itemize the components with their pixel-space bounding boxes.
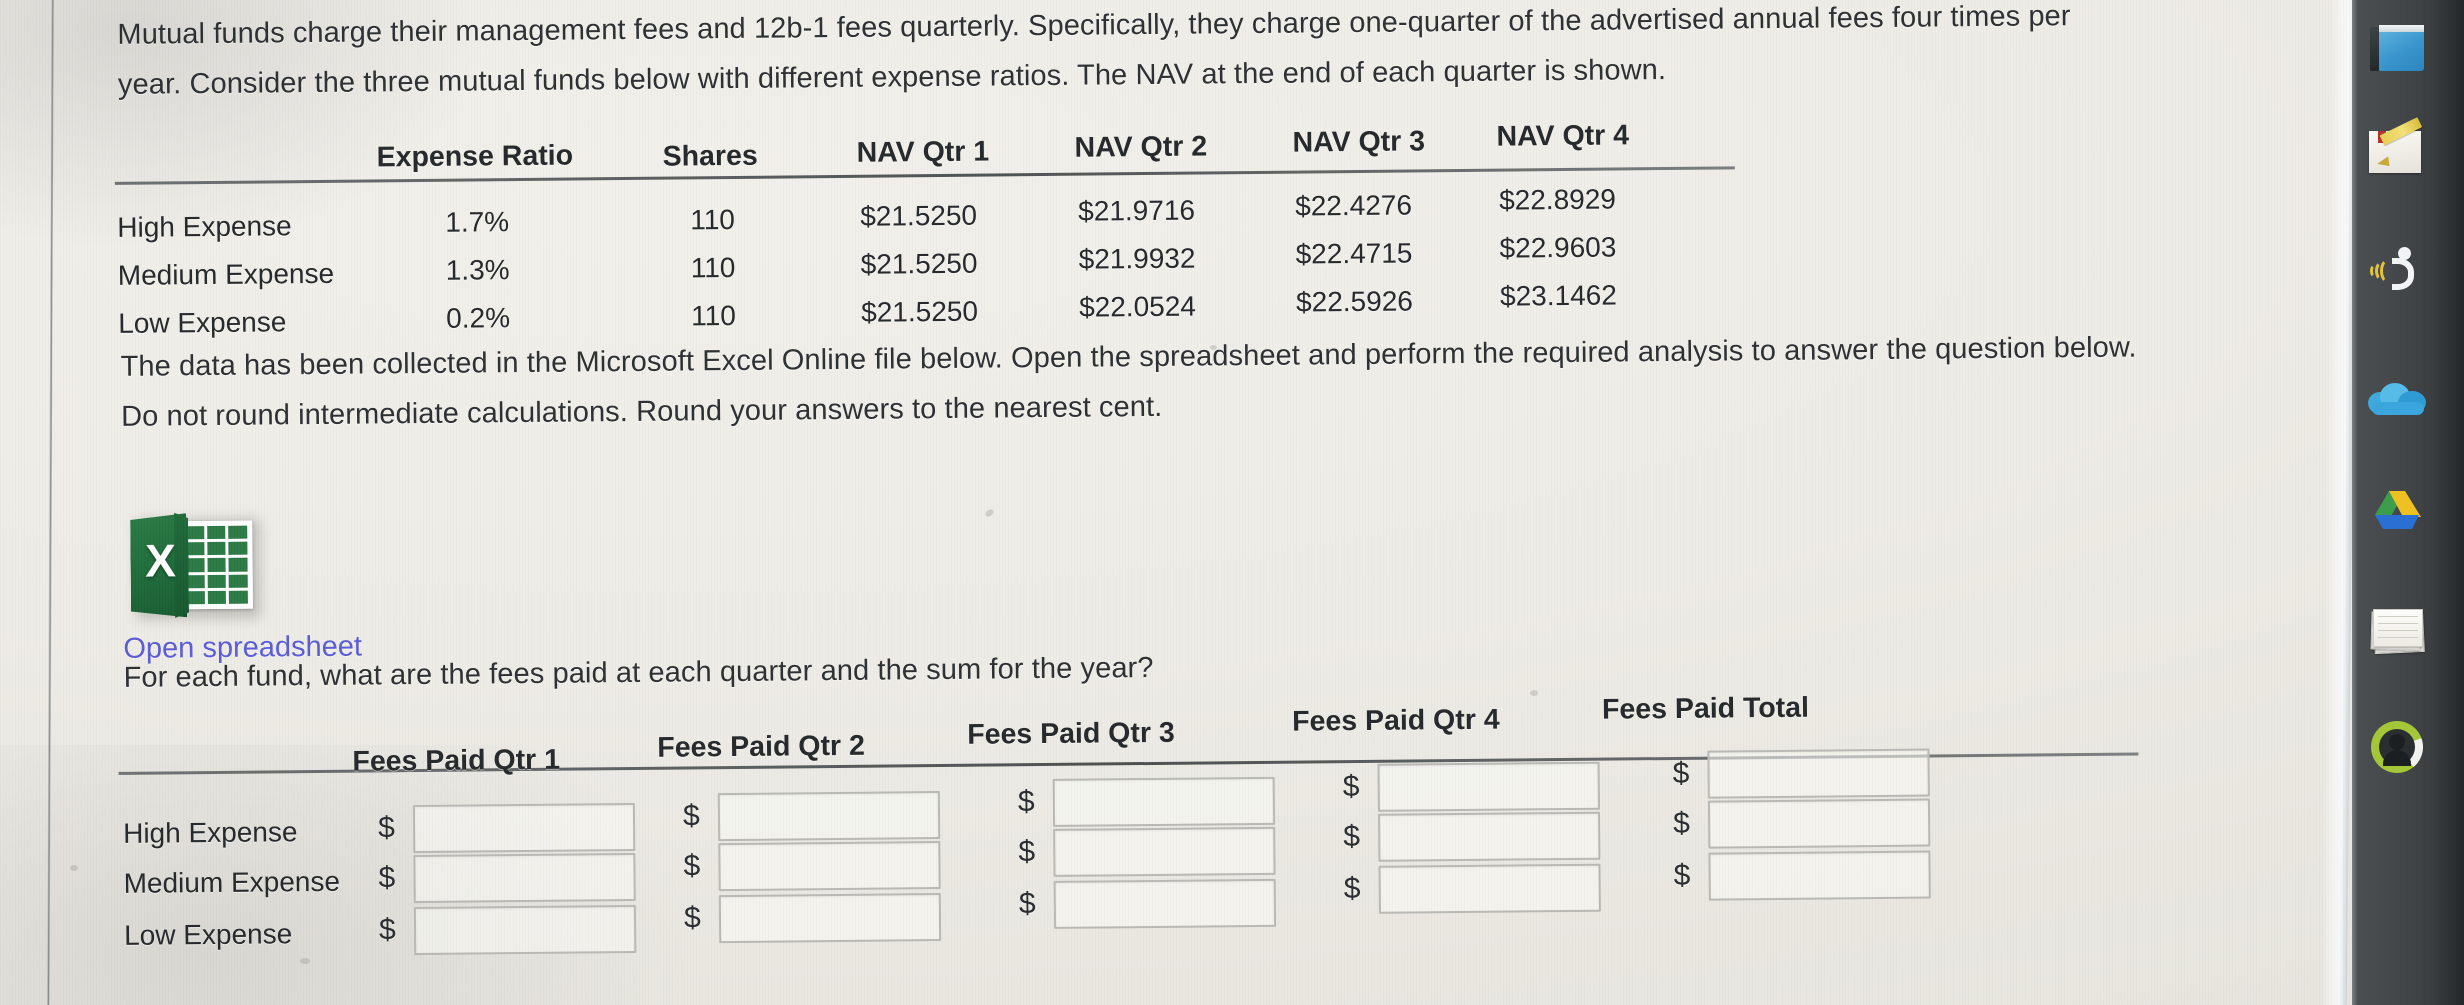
column-header-shares: Shares — [662, 139, 758, 173]
column-header-nav-qtr-1: NAV Qtr 1 — [856, 135, 990, 169]
excel-grid-cells — [185, 525, 248, 605]
input-medium-fees-qtr-1[interactable] — [413, 852, 636, 904]
cell-low-shares: 110 — [691, 299, 736, 332]
input-low-fees-total[interactable] — [1708, 850, 1931, 901]
input-high-fees-total[interactable] — [1707, 748, 1930, 799]
currency-symbol: $ — [1018, 835, 1036, 869]
google-drive-icon — [2369, 489, 2425, 537]
onedrive-cloud-icon — [2368, 382, 2426, 416]
problem-paragraph-2-line-2: Do not round intermediate calculations. … — [120, 390, 1163, 433]
right-dock — [2352, 0, 2464, 1005]
cell-medium-expense-ratio: 1.3% — [445, 254, 510, 286]
input-medium-fees-qtr-3[interactable] — [1053, 826, 1276, 877]
cell-low-nav-qtr-3: $22.5926 — [1295, 285, 1414, 318]
currency-symbol: $ — [1673, 858, 1691, 892]
cell-medium-nav-qtr-2: $21.9932 — [1078, 242, 1196, 275]
dust-speck — [1530, 690, 1538, 696]
row-label-medium-expense: Medium Expense — [117, 257, 335, 291]
cell-medium-nav-qtr-1: $21.5250 — [860, 247, 978, 280]
row-label-low-expense-answers: Low Expense — [123, 918, 293, 951]
dock-item-notepad[interactable] — [2366, 117, 2428, 184]
cell-high-nav-qtr-1: $21.5250 — [860, 199, 978, 232]
input-low-fees-qtr-1[interactable] — [413, 904, 637, 956]
column-header-nav-qtr-3: NAV Qtr 3 — [1292, 125, 1426, 159]
currency-symbol: $ — [377, 811, 395, 845]
dock-item-contact[interactable] — [2366, 716, 2428, 778]
cell-medium-nav-qtr-3: $22.4715 — [1295, 237, 1413, 270]
column-header-fees-qtr-2: Fees Paid Qtr 2 — [657, 729, 866, 764]
currency-symbol: $ — [1342, 769, 1360, 804]
currency-symbol: $ — [1343, 819, 1361, 854]
contact-avatar-icon — [2371, 721, 2423, 773]
excel-sheet-grid — [180, 520, 253, 610]
problem-paragraph-1-line-2: year. Consider the three mutual funds be… — [117, 54, 1667, 101]
input-high-fees-qtr-4[interactable] — [1377, 761, 1600, 812]
currency-symbol: $ — [682, 799, 700, 833]
cell-high-nav-qtr-3: $22.4276 — [1295, 189, 1413, 222]
input-low-fees-qtr-4[interactable] — [1378, 863, 1601, 914]
cell-high-nav-qtr-4: $22.8929 — [1498, 183, 1617, 216]
dock-item-documents[interactable] — [2366, 600, 2428, 662]
input-high-fees-qtr-1[interactable] — [412, 802, 636, 854]
currency-symbol: $ — [1343, 871, 1361, 906]
table-header-rule — [114, 166, 1735, 185]
cell-medium-shares: 110 — [690, 251, 736, 284]
dust-speck — [300, 958, 310, 964]
cell-high-shares: 110 — [690, 203, 736, 236]
dock-item-book[interactable] — [2366, 18, 2428, 80]
currency-symbol: $ — [683, 901, 701, 935]
column-header-fees-total: Fees Paid Total — [1601, 691, 1810, 726]
problem-paragraph-1-line-1: Mutual funds charge their management fee… — [117, 0, 2071, 51]
column-header-fees-qtr-3: Fees Paid Qtr 3 — [967, 716, 1175, 751]
currency-symbol: $ — [378, 861, 396, 895]
stacked-papers-icon — [2369, 609, 2425, 655]
currency-symbol: $ — [1672, 756, 1690, 790]
cell-low-expense-ratio: 0.2% — [446, 302, 511, 334]
cell-low-nav-qtr-4: $23.1462 — [1499, 279, 1617, 312]
excel-icon[interactable]: X — [130, 509, 263, 622]
input-high-fees-qtr-2[interactable] — [717, 791, 941, 842]
input-high-fees-qtr-3[interactable] — [1052, 776, 1276, 827]
input-medium-fees-total[interactable] — [1707, 798, 1931, 849]
column-header-fees-qtr-4: Fees Paid Qtr 4 — [1291, 703, 1500, 738]
currency-symbol: $ — [1672, 806, 1690, 840]
screen-reader-icon — [2368, 244, 2426, 294]
dock-item-google-drive[interactable] — [2366, 482, 2428, 544]
dock-item-screen-reader[interactable] — [2366, 238, 2428, 300]
row-label-low-expense: Low Expense — [118, 306, 287, 339]
column-header-expense-ratio: Expense Ratio — [376, 139, 574, 174]
document-surface: Mutual funds charge their management fee… — [0, 0, 2352, 1005]
row-label-high-expense: High Expense — [117, 210, 292, 243]
cell-high-expense-ratio: 1.7% — [445, 206, 510, 238]
row-label-medium-expense-answers: Medium Expense — [123, 865, 341, 899]
currency-symbol: $ — [1018, 887, 1036, 921]
row-label-high-expense-answers: High Expense — [122, 816, 298, 849]
book-icon — [2370, 25, 2424, 73]
dust-speck — [70, 865, 78, 871]
currency-symbol: $ — [378, 913, 396, 947]
cell-low-nav-qtr-1: $21.5250 — [861, 295, 979, 328]
currency-symbol: $ — [683, 849, 701, 883]
cell-medium-nav-qtr-4: $22.9603 — [1499, 231, 1617, 264]
input-low-fees-qtr-3[interactable] — [1053, 878, 1277, 929]
dust-speck — [1210, 345, 1217, 350]
column-header-nav-qtr-4: NAV Qtr 4 — [1496, 119, 1630, 153]
cell-low-nav-qtr-2: $22.0524 — [1078, 290, 1197, 323]
excel-letter-x: X — [144, 534, 177, 587]
input-low-fees-qtr-2[interactable] — [718, 893, 942, 944]
column-header-fees-qtr-1: Fees Paid Qtr 1 — [352, 743, 561, 778]
input-medium-fees-qtr-4[interactable] — [1378, 811, 1601, 862]
input-medium-fees-qtr-2[interactable] — [718, 841, 941, 892]
nav-data-table: Expense Ratio Shares NAV Qtr 1 NAV Qtr 2… — [114, 119, 1754, 339]
currency-symbol: $ — [1017, 785, 1035, 819]
notepad-pencil-icon — [2369, 117, 2425, 175]
dock-item-onedrive[interactable] — [2366, 368, 2428, 430]
question-document: Mutual funds charge their management fee… — [114, 0, 2139, 956]
problem-paragraph-2-line-1: The data has been collected in the Micro… — [120, 331, 2137, 383]
cell-high-nav-qtr-2: $21.9716 — [1078, 194, 1196, 227]
column-header-nav-qtr-2: NAV Qtr 2 — [1074, 130, 1208, 164]
